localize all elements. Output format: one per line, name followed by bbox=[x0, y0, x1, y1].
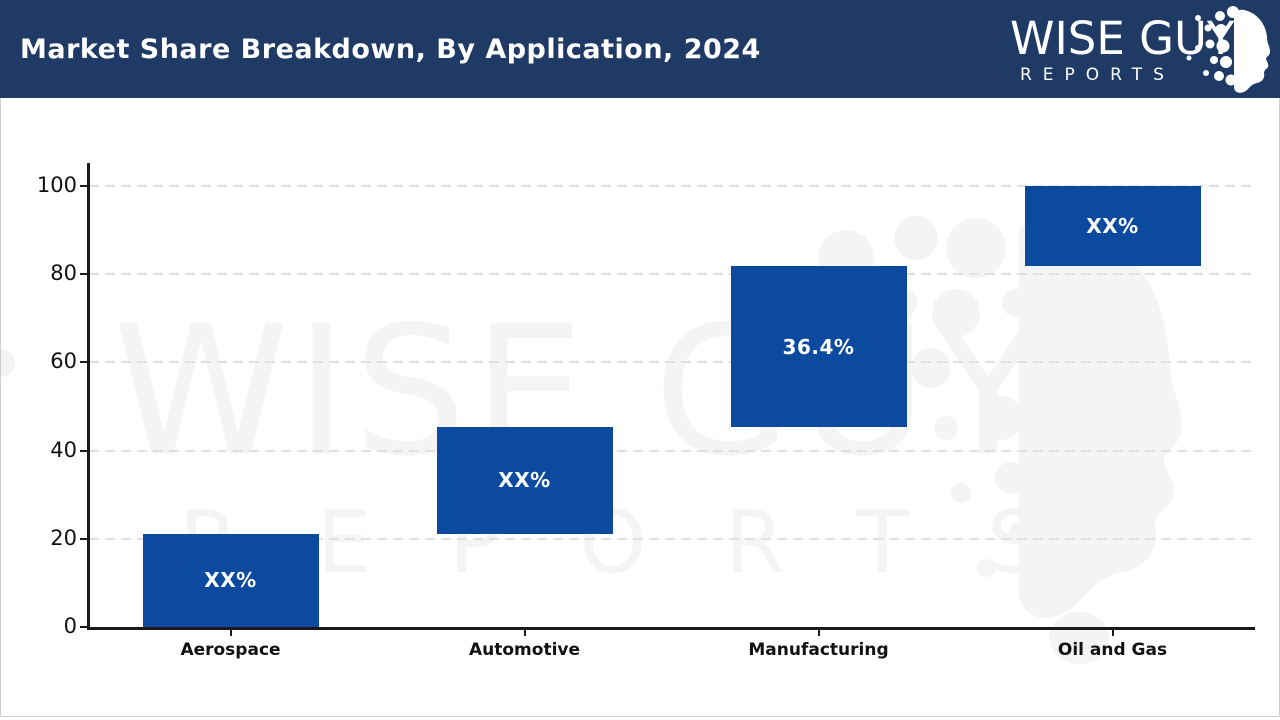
y-tick-label: 40 bbox=[50, 437, 77, 462]
page-title: Market Share Breakdown, By Application, … bbox=[20, 33, 761, 65]
header: Market Share Breakdown, By Application, … bbox=[0, 0, 1280, 98]
gridline bbox=[89, 449, 1255, 452]
x-tick-label: Oil and Gas bbox=[1057, 640, 1168, 660]
y-axis-tick bbox=[80, 185, 89, 187]
gridline bbox=[89, 537, 1255, 540]
y-axis-tick bbox=[80, 361, 89, 364]
bar-value-label: 36.4% bbox=[782, 334, 855, 359]
bar-automotive: XX% bbox=[436, 426, 613, 534]
gridline bbox=[89, 273, 1255, 276]
y-tick-label: 60 bbox=[50, 349, 77, 374]
y-axis-tick bbox=[80, 537, 89, 540]
bar-value-label: XX% bbox=[498, 468, 551, 493]
logo-text-line1: WISE GUY bbox=[1010, 12, 1235, 65]
y-tick-label: 100 bbox=[36, 173, 77, 197]
y-tick-label: 80 bbox=[50, 261, 77, 286]
x-axis bbox=[87, 627, 1255, 630]
x-axis-tick bbox=[1111, 627, 1114, 636]
wise-guy-logo: WISE GUY REPORTS bbox=[1010, 6, 1270, 93]
x-axis-tick bbox=[523, 627, 526, 636]
bar-manufacturing: 36.4% bbox=[730, 266, 907, 427]
chart-panel: WISE GUY REPORTS 0 20 40 60 80 100 XX% Aerospac… bbox=[0, 98, 1280, 717]
logo-text-line2: REPORTS bbox=[1020, 65, 1175, 85]
x-tick-label: Automotive bbox=[468, 640, 581, 660]
x-tick-label: Manufacturing bbox=[748, 640, 889, 660]
bar-value-label: XX% bbox=[1086, 214, 1139, 239]
y-axis-tick bbox=[80, 626, 89, 628]
y-tick-label: 20 bbox=[50, 525, 77, 550]
y-axis-tick bbox=[80, 273, 89, 276]
x-tick-label: Aerospace bbox=[180, 640, 281, 660]
logo-face-icon bbox=[1186, 6, 1270, 93]
bar-value-label: XX% bbox=[204, 568, 257, 593]
chart-area: WISE GUY REPORTS 0 20 40 60 80 100 XX% Aerospac… bbox=[1, 98, 1279, 716]
x-axis-tick bbox=[229, 627, 232, 636]
bar-oil-and-gas: XX% bbox=[1024, 186, 1201, 267]
x-axis-tick bbox=[817, 627, 820, 636]
bar-aerospace: XX% bbox=[142, 533, 319, 627]
y-axis-tick bbox=[80, 449, 89, 452]
y-axis bbox=[87, 163, 90, 629]
gridline bbox=[89, 361, 1255, 364]
gridline bbox=[89, 185, 1255, 187]
y-tick-label: 0 bbox=[63, 614, 77, 638]
